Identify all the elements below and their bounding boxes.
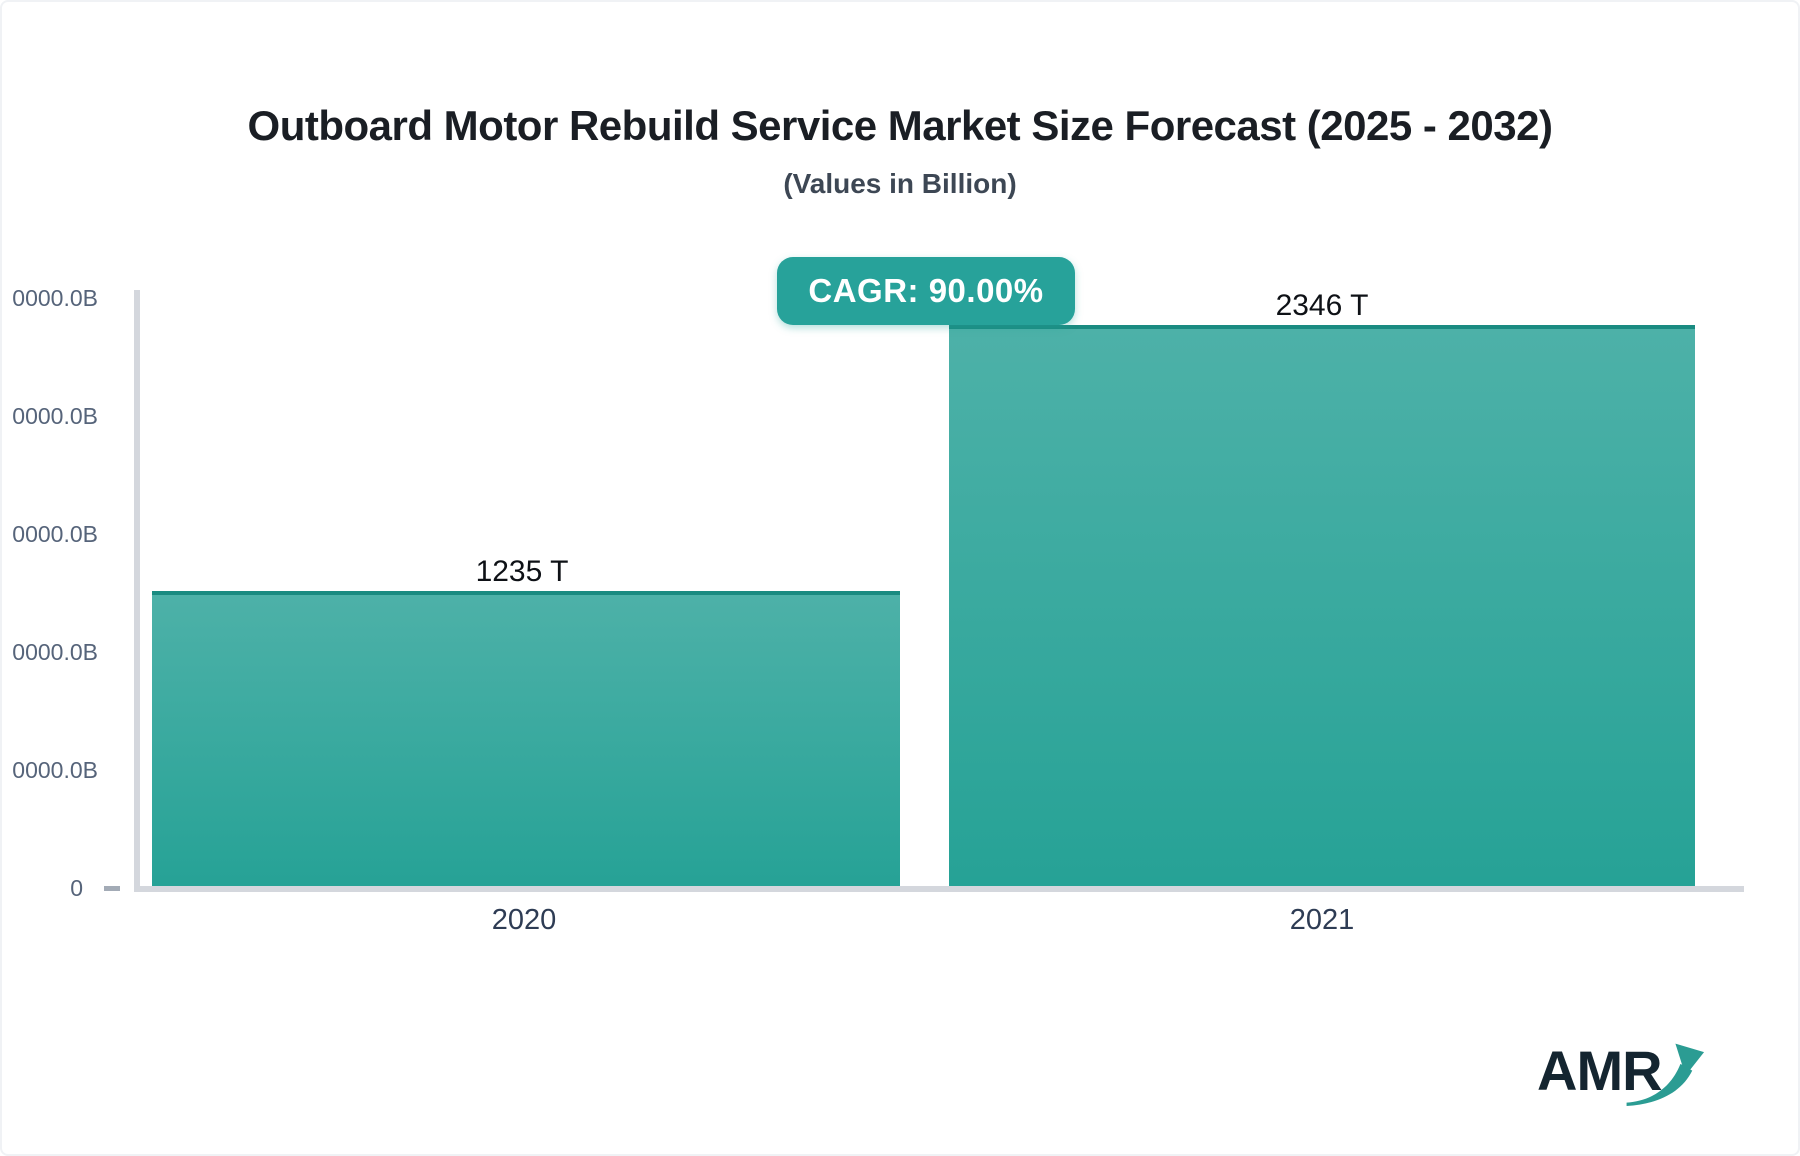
amr-logo-text: AMR — [1537, 1039, 1663, 1102]
bar-2021 — [949, 325, 1695, 886]
y-axis-tick-label: 0000.0B — [12, 639, 98, 665]
y-axis-line — [134, 290, 140, 886]
y-axis-tick-label: 0000.0B — [12, 521, 98, 547]
bar-2020 — [152, 591, 900, 886]
y-axis-tick-label: 0000.0B — [12, 285, 98, 311]
y-axis-tick-label: 0000.0B — [12, 757, 98, 783]
bar-value-label-2020: 1235 T — [475, 555, 569, 588]
chart-subtitle: (Values in Billion) — [783, 168, 1017, 199]
y-axis-tick-label: 0000.0B — [12, 403, 98, 429]
y-axis-tick-label: 0 — [70, 875, 83, 901]
x-axis-label-2021: 2021 — [1289, 904, 1355, 936]
cagr-badge-label: CAGR: 90.00% — [808, 272, 1044, 309]
cagr-badge: CAGR: 90.00% — [777, 257, 1075, 325]
amr-logo: AMR — [1537, 1038, 1717, 1118]
chart-title: Outboard Motor Rebuild Service Market Si… — [247, 102, 1553, 149]
bar-value-label-2021: 2346 T — [1275, 289, 1369, 322]
y-axis-zero-tick — [104, 886, 120, 891]
x-axis-line — [134, 886, 1744, 892]
x-axis-label-2020: 2020 — [491, 904, 557, 936]
growth-arrow-icon — [1626, 1043, 1705, 1106]
